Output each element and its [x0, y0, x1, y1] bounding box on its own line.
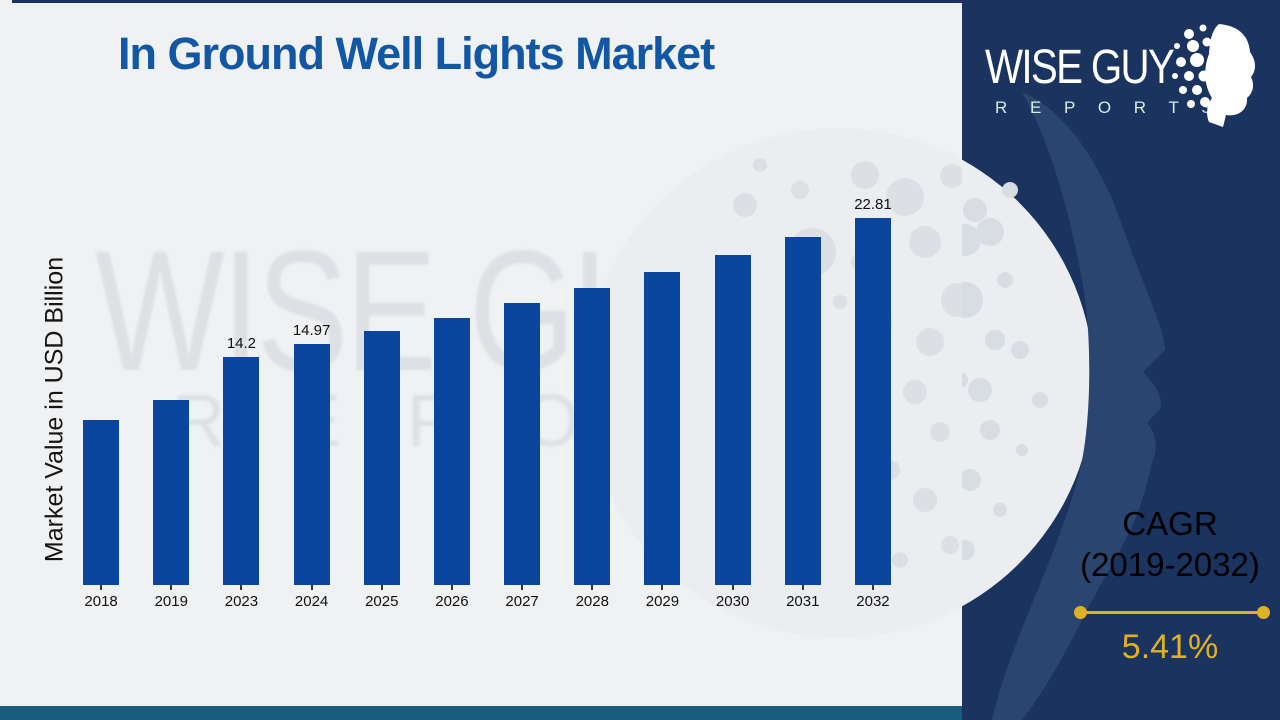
x-tick-2023: [240, 585, 243, 590]
watermark-dot: [916, 328, 944, 356]
x-tick-2027: [521, 585, 524, 590]
x-tick-label-2031: 2031: [786, 593, 820, 610]
panel-watermark-dot: [962, 540, 975, 560]
page-title: In Ground Well Lights Market: [118, 28, 715, 79]
cagr-divider: [1074, 606, 1270, 619]
watermark-dot: [753, 158, 767, 172]
x-tick-2029: [661, 585, 664, 590]
bar-2018: [83, 420, 120, 585]
watermark-dot: [733, 193, 757, 217]
cagr-value: 5.41%: [1121, 628, 1219, 666]
watermark-dot: [940, 164, 964, 188]
bar-chart: 14.2 14.97 22.81: [66, 150, 908, 585]
x-tick-label-2025: 2025: [365, 593, 399, 610]
x-tick-label-2019: 2019: [154, 593, 188, 610]
x-tick-label-2028: 2028: [575, 593, 609, 610]
bar-slot-2018: [66, 398, 136, 585]
watermark-dot: [892, 552, 908, 568]
bar-slot-2032: 22.81: [838, 196, 908, 585]
logo-subtitle: R E P O R T S: [995, 98, 1222, 117]
bar-value-label-2032: 22.81: [854, 196, 892, 213]
bar-slot-2019: [136, 378, 206, 585]
panel-watermark-dot: [963, 198, 987, 222]
x-axis: 2018 2019 2023 2024 2025 2026 2027 2028 2029 2030…: [0, 585, 1280, 625]
logo-head-icon: [1172, 24, 1255, 127]
panel-watermark-dot: [985, 330, 1005, 350]
bar-2025: [363, 331, 400, 585]
panel-watermark-dot: [980, 420, 1000, 440]
bar-slot-2031: [768, 215, 838, 585]
bar-value-label-2023: 14.2: [226, 335, 257, 352]
x-tick-2032: [871, 585, 874, 590]
x-tick-2018: [100, 585, 103, 590]
panel-watermark-dot: [997, 272, 1013, 288]
panel-watermark-dot: [1011, 341, 1029, 359]
x-tick-2025: [380, 585, 383, 590]
logo: WISE GUY R E P O R T S: [985, 40, 1222, 118]
top-accent-line: [12, 0, 1280, 3]
watermark-dot: [791, 181, 809, 199]
bar-2030: [714, 255, 751, 585]
x-tick-label-2030: 2030: [715, 593, 750, 610]
panel-watermark-dot: [962, 282, 983, 318]
bar-2023: [223, 357, 260, 585]
logo-wordmark: WISE GUY: [985, 41, 1175, 94]
bar-2029: [644, 272, 681, 585]
cagr-range: (2019-2032): [1080, 546, 1260, 583]
bar-slot-2025: [347, 309, 417, 585]
panel-watermark-dot: [968, 378, 992, 402]
bar-slot-2030: [698, 233, 768, 585]
x-tick-label-2024: 2024: [294, 593, 329, 610]
face-silhouette-watermark: [992, 92, 1166, 720]
x-tick-2031: [801, 585, 804, 590]
x-tick-label-2026: 2026: [435, 593, 469, 610]
bar-2027: [504, 303, 541, 585]
bar-slot-2024: 14.97: [277, 322, 347, 585]
bottom-accent-band: [0, 706, 1280, 720]
bar-2019: [153, 400, 190, 585]
x-tick-2026: [450, 585, 453, 590]
bar-value-label-2024: 14.97: [292, 322, 331, 339]
panel-watermark-dot: [993, 503, 1007, 517]
panel-watermark-dot: [1016, 444, 1028, 456]
x-tick-label-2027: 2027: [505, 593, 539, 610]
watermark-dot: [930, 422, 950, 442]
panel-watermark-dot: [976, 218, 1004, 246]
bar-2028: [574, 288, 611, 585]
watermark-dot: [851, 161, 879, 189]
watermark-dot: [909, 226, 941, 258]
panel-watermark-dot: [1002, 182, 1018, 198]
x-tick-2024: [310, 585, 313, 590]
bar-slot-2028: [557, 266, 627, 585]
panel-watermark-dot: [962, 372, 968, 388]
watermark-dot: [941, 536, 959, 554]
watermark-dot: [903, 380, 927, 404]
bar-slot-2023: 14.2: [206, 335, 276, 585]
bar-slot-2027: [487, 281, 557, 585]
bar-2032: [854, 218, 891, 585]
panel-watermark-dot: [1032, 392, 1048, 408]
panel-watermark-dot: [962, 469, 981, 491]
x-tick-2030: [731, 585, 734, 590]
watermark-dot: [886, 178, 924, 216]
x-tick-label-2023: 2023: [224, 593, 259, 610]
bar-2024: [293, 344, 330, 585]
x-tick-label-2032: 2032: [856, 593, 890, 610]
x-tick-2028: [591, 585, 594, 590]
watermark-dot: [833, 295, 847, 309]
x-tick-label-2029: 2029: [645, 593, 680, 610]
x-tick-2019: [170, 585, 173, 590]
x-tick-label-2018: 2018: [84, 593, 118, 610]
bar-2031: [784, 237, 821, 585]
bar-2026: [433, 318, 470, 585]
bar-slot-2029: [627, 250, 697, 585]
side-panel: WISE GUY R E P O R T S CAGR (2019-2032) …: [962, 0, 1280, 720]
bar-slot-2026: [417, 296, 487, 585]
cagr-label: CAGR: [1122, 505, 1218, 542]
watermark-dot: [913, 488, 937, 512]
